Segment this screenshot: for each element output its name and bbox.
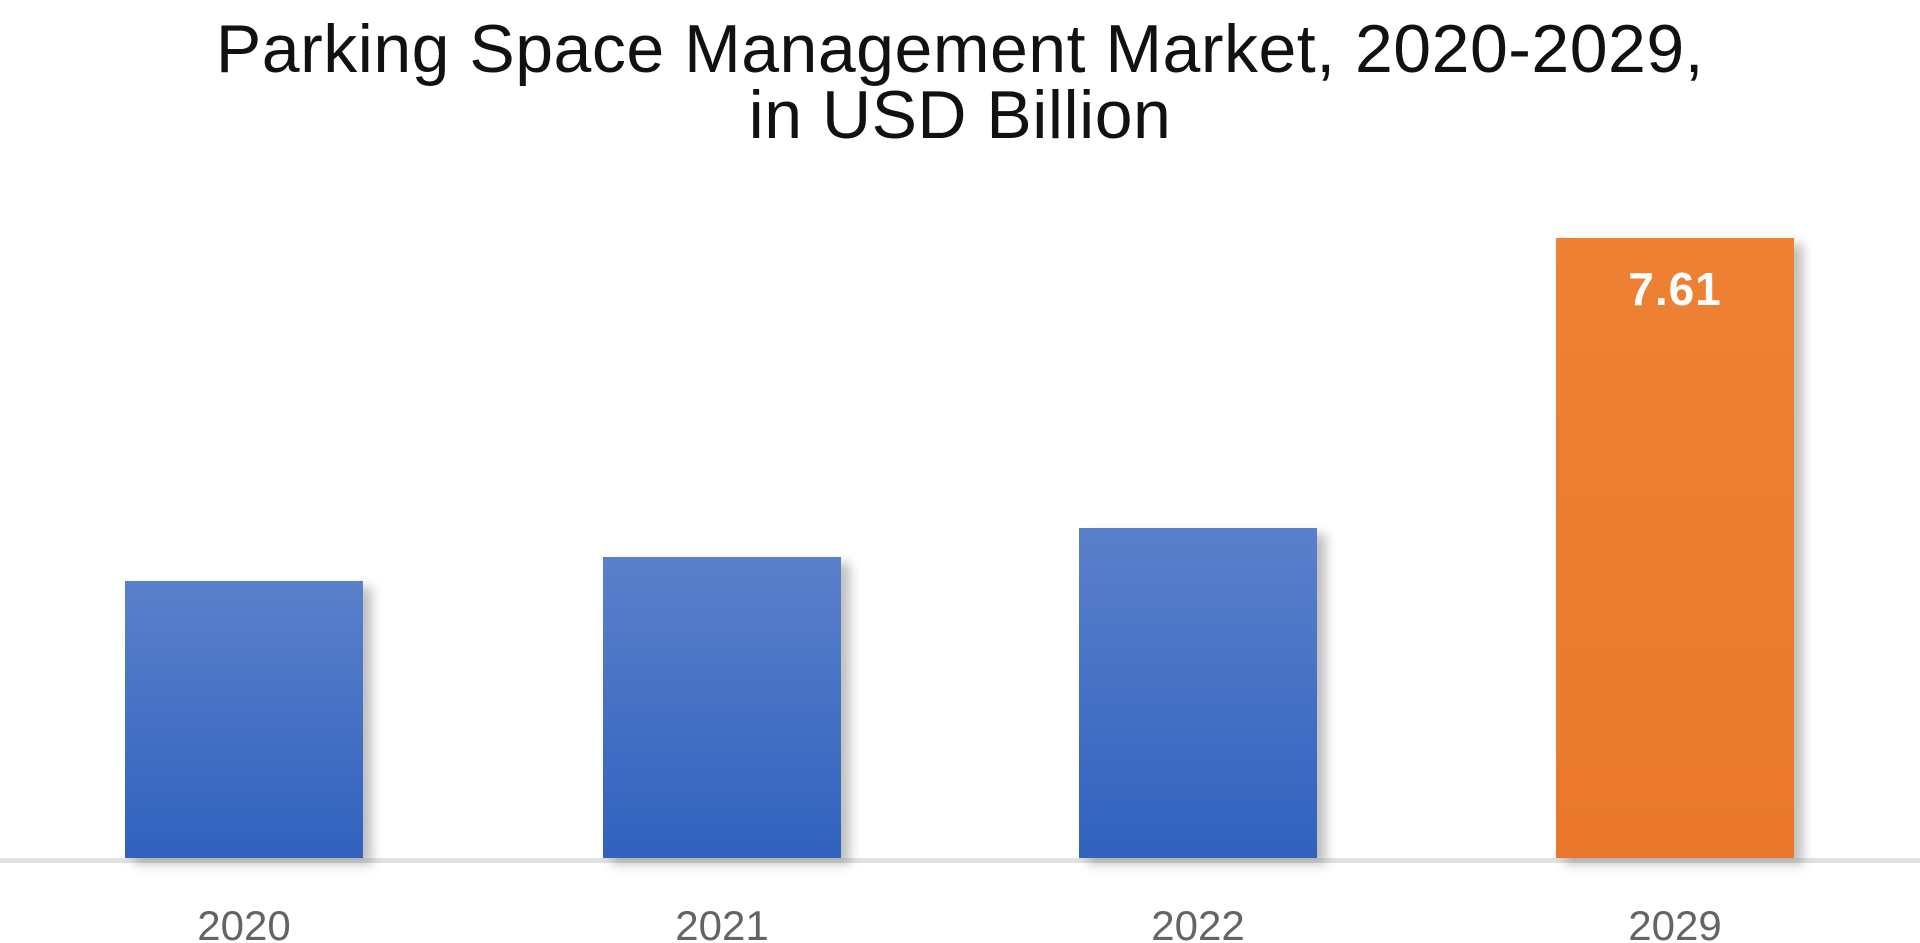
bar-2029: 7.61 [1556,238,1794,858]
chart-title-line-1: Parking Space Management Market, 2020-20… [215,11,1705,87]
bar-value-label-2020 [125,581,363,605]
bar-value-label-2021 [603,557,841,581]
x-axis-line [0,858,1920,863]
bar-2022 [1079,528,1317,858]
bar-2020 [125,581,363,858]
chart-title-line-2: in USD Billion [748,77,1172,153]
bar-value-label-2022 [1079,528,1317,552]
chart-title: Parking Space Management Market, 2020-20… [0,11,1920,153]
x-axis-label-2020: 2020 [197,902,291,943]
x-axis-label-2022: 2022 [1151,902,1245,943]
x-axis-label-2021: 2021 [675,902,769,943]
x-axis-label-2029: 2029 [1628,902,1722,943]
bar-value-label-2029: 7.61 [1628,263,1722,315]
bar-2021 [603,557,841,858]
